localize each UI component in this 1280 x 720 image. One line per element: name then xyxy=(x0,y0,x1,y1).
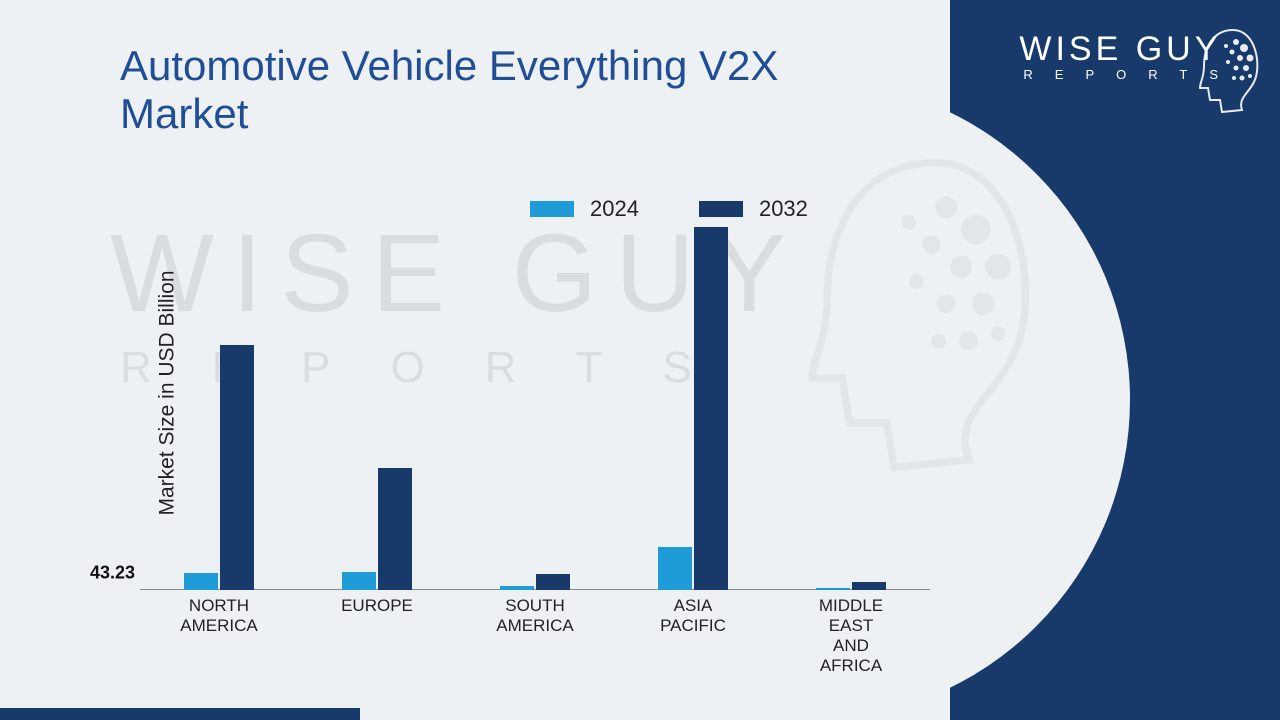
bar-group xyxy=(772,195,930,590)
x-axis-label: NORTH AMERICA xyxy=(140,596,298,676)
stage: WISE GUY REPORTS Automotive Vehicle Ever… xyxy=(0,0,1280,720)
bar xyxy=(816,588,850,590)
x-axis-labels: NORTH AMERICAEUROPESOUTH AMERICAASIA PAC… xyxy=(140,596,930,676)
bottom-accent-bar xyxy=(0,708,360,720)
x-axis-label: EUROPE xyxy=(298,596,456,676)
bar-groups xyxy=(140,195,930,590)
bar xyxy=(694,227,728,590)
brand-head-icon xyxy=(1198,28,1268,114)
bar xyxy=(658,547,692,590)
bar xyxy=(500,586,534,590)
bar-chart: Market Size in USD Billion 43.23 xyxy=(100,195,930,590)
bar-group xyxy=(456,195,614,590)
bar xyxy=(536,574,570,590)
bar xyxy=(220,345,254,590)
annotated-value: 43.23 xyxy=(90,562,135,583)
x-axis-label: ASIA PACIFIC xyxy=(614,596,772,676)
bar-group xyxy=(614,195,772,590)
x-axis-label: MIDDLE EAST AND AFRICA xyxy=(772,596,930,676)
chart-title: Automotive Vehicle Everything V2X Market xyxy=(120,42,860,139)
bar xyxy=(342,572,376,590)
bar xyxy=(378,468,412,590)
x-axis-label: SOUTH AMERICA xyxy=(456,596,614,676)
bar xyxy=(852,582,886,590)
bar xyxy=(184,573,218,590)
bar-group xyxy=(140,195,298,590)
bar-group xyxy=(298,195,456,590)
